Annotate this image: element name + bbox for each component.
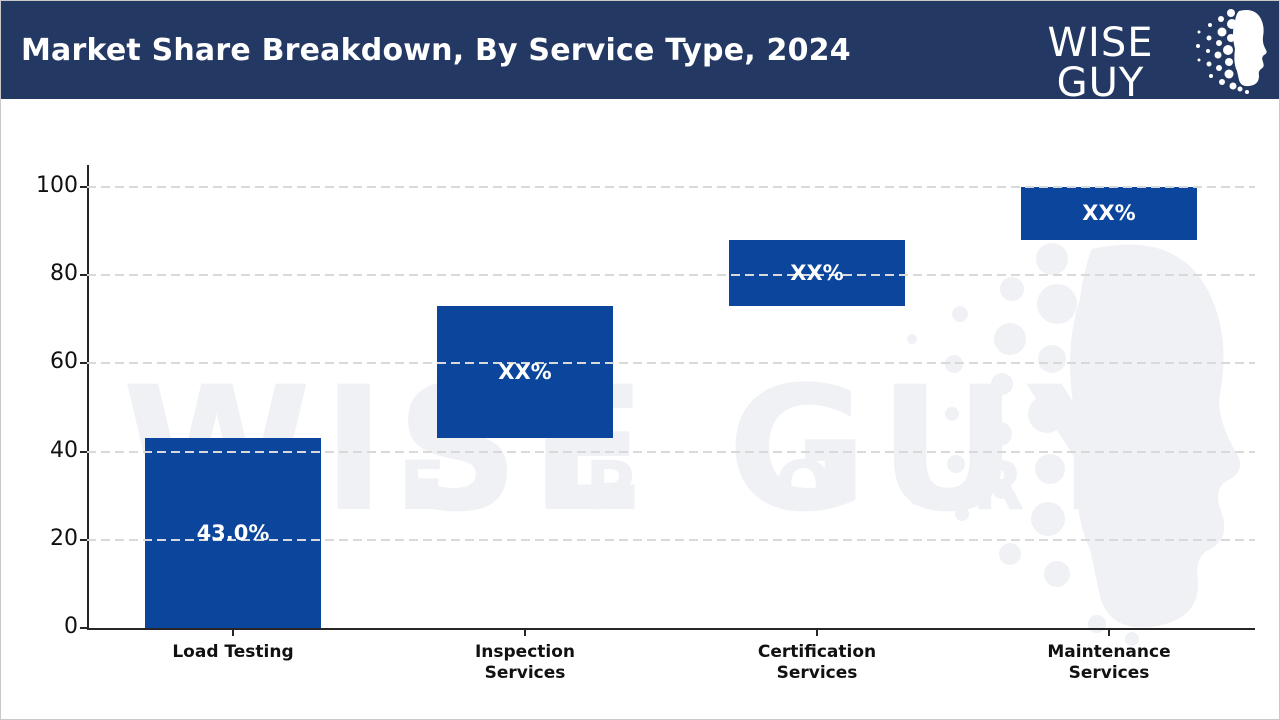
gridline-80 bbox=[87, 274, 1255, 277]
logo-head-icon bbox=[1196, 9, 1267, 94]
y-tick-label: 60 bbox=[50, 349, 78, 375]
bar-value-label: 43.0% bbox=[196, 521, 270, 546]
x-tick-mark bbox=[232, 628, 234, 636]
bar-value-label: XX% bbox=[1082, 201, 1136, 226]
x-axis-label-inspection-services: Inspection Services bbox=[474, 642, 576, 683]
bar-certification-services bbox=[729, 239, 905, 307]
y-tick-label: 100 bbox=[36, 173, 78, 198]
x-tick-mark bbox=[1108, 628, 1110, 636]
gridline-100 bbox=[87, 186, 1255, 188]
x-tick-mark bbox=[816, 628, 818, 636]
bar-load-testing bbox=[145, 438, 321, 628]
bar-maintenance-services bbox=[1021, 187, 1197, 240]
x-axis-line bbox=[87, 628, 1255, 630]
y-tick-label: 0 bbox=[64, 614, 78, 639]
y-tick-label: 20 bbox=[50, 525, 78, 551]
bar-value-label: XX% bbox=[498, 360, 552, 385]
x-axis-label-certification-services: Certification Services bbox=[757, 642, 877, 683]
y-axis-line bbox=[87, 165, 89, 630]
gridline-20 bbox=[87, 538, 1255, 541]
y-tick-mark bbox=[80, 538, 87, 541]
y-tick-mark bbox=[80, 186, 87, 188]
header-bar: Market Share Breakdown, By Service Type,… bbox=[1, 1, 1279, 121]
gridline-40 bbox=[87, 450, 1255, 453]
y-tick-mark bbox=[80, 450, 87, 453]
bar-value-label: XX% bbox=[790, 260, 844, 285]
x-axis-label-maintenance-services: Maintenance Services bbox=[1047, 642, 1171, 683]
x-axis-label-load-testing: Load Testing bbox=[172, 642, 294, 662]
gridline-60 bbox=[87, 362, 1255, 365]
y-tick-mark bbox=[80, 362, 87, 365]
bar-inspection-services bbox=[437, 306, 613, 439]
page-title: Market Share Breakdown, By Service Type,… bbox=[21, 32, 851, 68]
logo-wordmark: WISE GUY bbox=[1047, 20, 1154, 106]
y-tick-mark bbox=[80, 627, 87, 629]
y-tick-mark bbox=[80, 274, 87, 277]
y-tick-label: 40 bbox=[50, 437, 78, 463]
y-tick-label: 80 bbox=[50, 261, 78, 287]
market-share-chart: WISE GUY R E P O R T S 02040608010043.0%… bbox=[2, 99, 1280, 719]
x-tick-mark bbox=[524, 628, 526, 636]
wise-guy-reports-logo: WISE GUY REPORTS bbox=[1004, 1, 1269, 121]
